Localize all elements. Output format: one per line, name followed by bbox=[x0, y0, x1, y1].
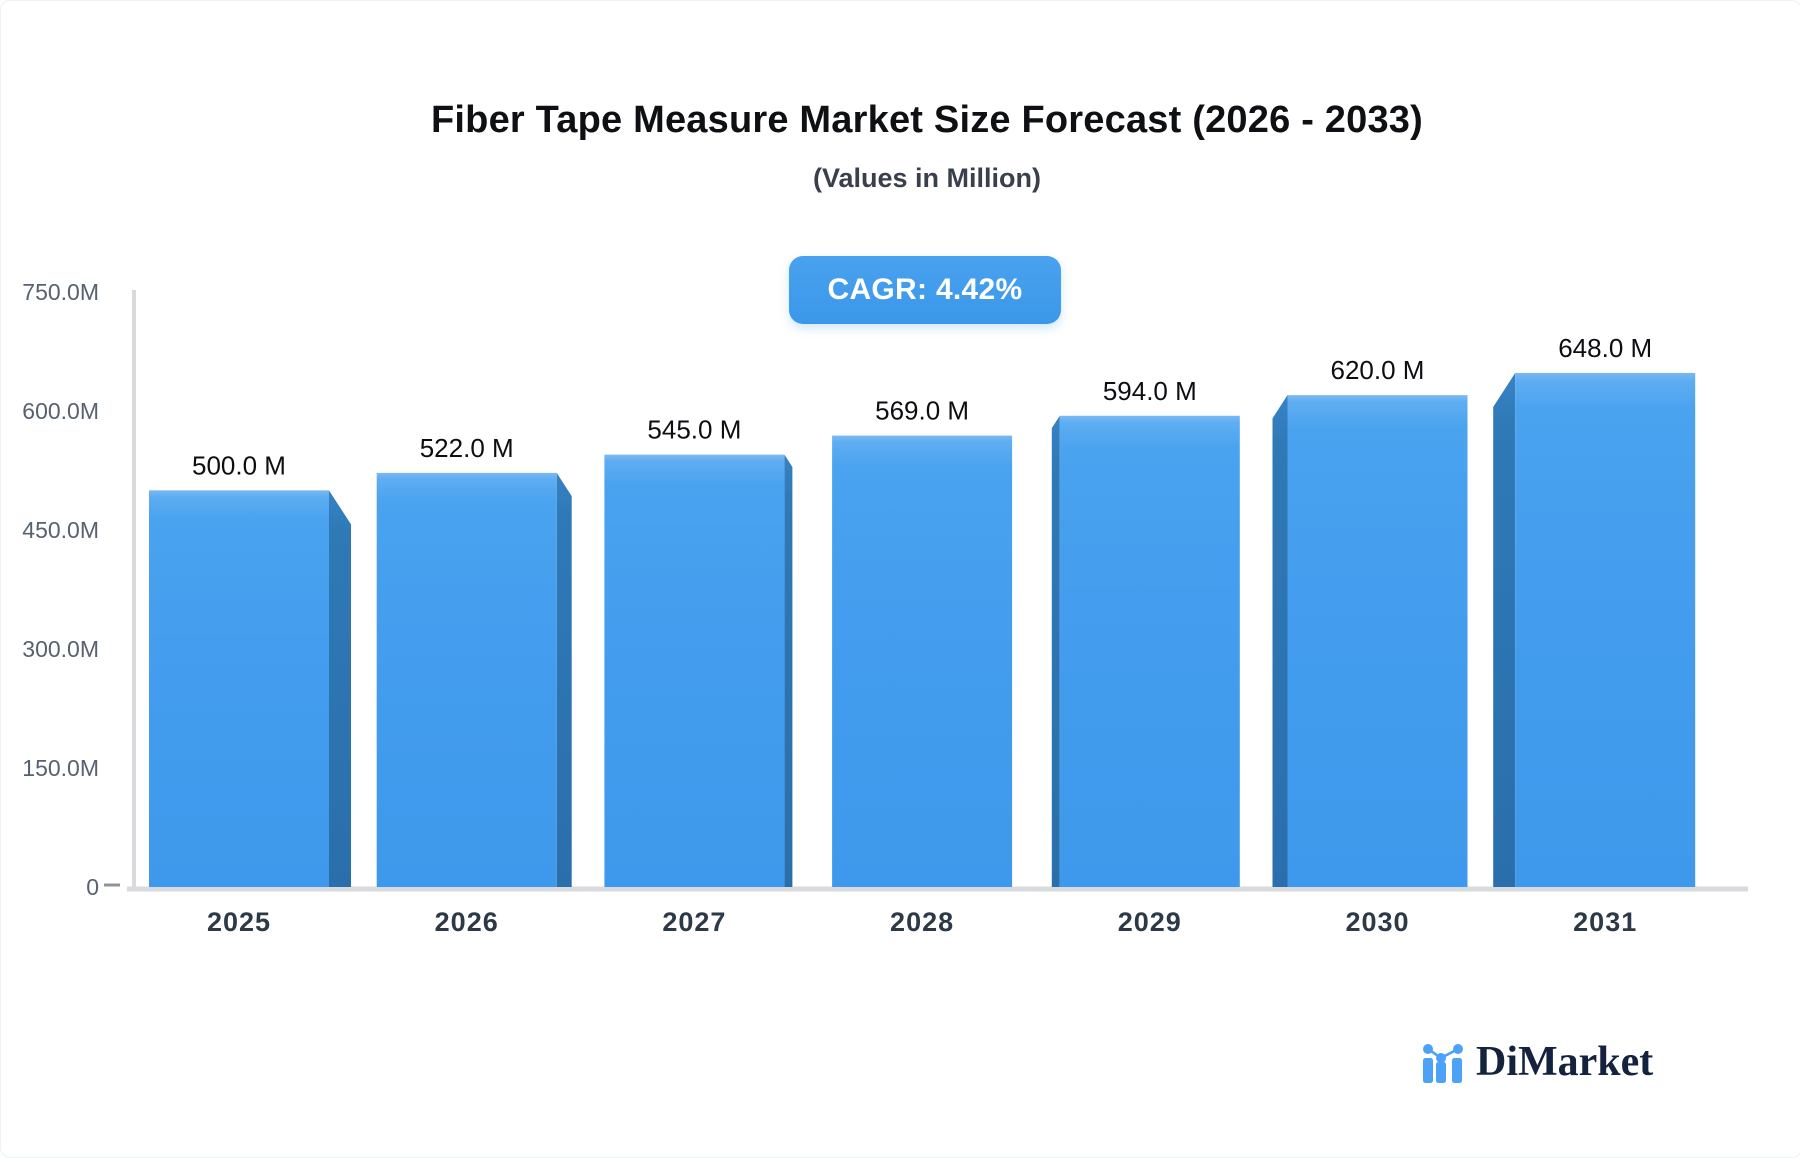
cagr-badge: CAGR: 4.42% bbox=[789, 256, 1061, 324]
bar-side-face bbox=[1272, 395, 1288, 887]
axes bbox=[104, 290, 1748, 892]
bar-2029 bbox=[1051, 415, 1240, 887]
y-tick-label: 0 bbox=[86, 874, 99, 900]
bar-side-face bbox=[1051, 415, 1060, 887]
bar-front-face bbox=[832, 435, 1013, 887]
bar-front-face bbox=[604, 454, 785, 887]
y-tick-label: 150.0M bbox=[22, 755, 99, 781]
x-tick-label: 2026 bbox=[435, 907, 499, 937]
bar-2031 bbox=[1493, 372, 1696, 887]
x-tick-label: 2027 bbox=[662, 907, 726, 937]
bar-side-face bbox=[556, 472, 572, 887]
bar-side-face bbox=[329, 490, 351, 887]
bar-front-face bbox=[149, 490, 329, 887]
bar-value-label: 522.0 M bbox=[420, 433, 514, 463]
bar-2027 bbox=[604, 454, 793, 887]
bar-front-face bbox=[1287, 395, 1468, 887]
bar-side-face bbox=[1493, 372, 1516, 887]
x-tick-label: 2029 bbox=[1118, 907, 1182, 937]
chart-subtitle: (Values in Million) bbox=[812, 163, 1042, 193]
bar-value-label: 545.0 M bbox=[647, 415, 741, 445]
bar-2028 bbox=[832, 435, 1013, 887]
bar-value-label: 648.0 M bbox=[1558, 333, 1652, 363]
bar-value-label: 500.0 M bbox=[192, 450, 286, 480]
chart-title: Fiber Tape Measure Market Size Forecast … bbox=[431, 99, 1423, 141]
chart-labels: 0 150.0M 300.0M 450.0M 600.0M 750.0M 500.0 M 20… bbox=[22, 279, 1652, 937]
bar-2030 bbox=[1272, 395, 1468, 887]
bar-series bbox=[149, 372, 1696, 887]
brand-name: DiMarket bbox=[1476, 1039, 1654, 1085]
bar-front-face bbox=[1515, 372, 1696, 887]
y-tick-label: 450.0M bbox=[22, 517, 99, 543]
x-tick-label: 2025 bbox=[207, 907, 271, 937]
y-tick-label: 600.0M bbox=[22, 398, 99, 424]
bar-value-label: 569.0 M bbox=[875, 396, 969, 426]
bar-front-face bbox=[1059, 415, 1240, 887]
cagr-badge-label: CAGR: 4.42% bbox=[827, 273, 1023, 306]
bar-front-face bbox=[376, 472, 557, 887]
bar-value-label: 620.0 M bbox=[1331, 355, 1425, 385]
bar-2026 bbox=[376, 472, 572, 887]
y-tick-label: 300.0M bbox=[22, 636, 99, 662]
bar-value-label: 594.0 M bbox=[1103, 376, 1197, 406]
dimarket-logo-icon bbox=[1423, 1044, 1463, 1083]
y-tick-label: 750.0M bbox=[22, 279, 99, 305]
x-tick-label: 2028 bbox=[890, 907, 954, 937]
x-tick-label: 2031 bbox=[1573, 907, 1637, 937]
bar-2025 bbox=[149, 490, 351, 887]
bar-side-face bbox=[784, 454, 793, 887]
brand-logo[interactable]: DiMarket bbox=[1421, 1041, 1653, 1083]
x-tick-label: 2030 bbox=[1345, 907, 1409, 937]
